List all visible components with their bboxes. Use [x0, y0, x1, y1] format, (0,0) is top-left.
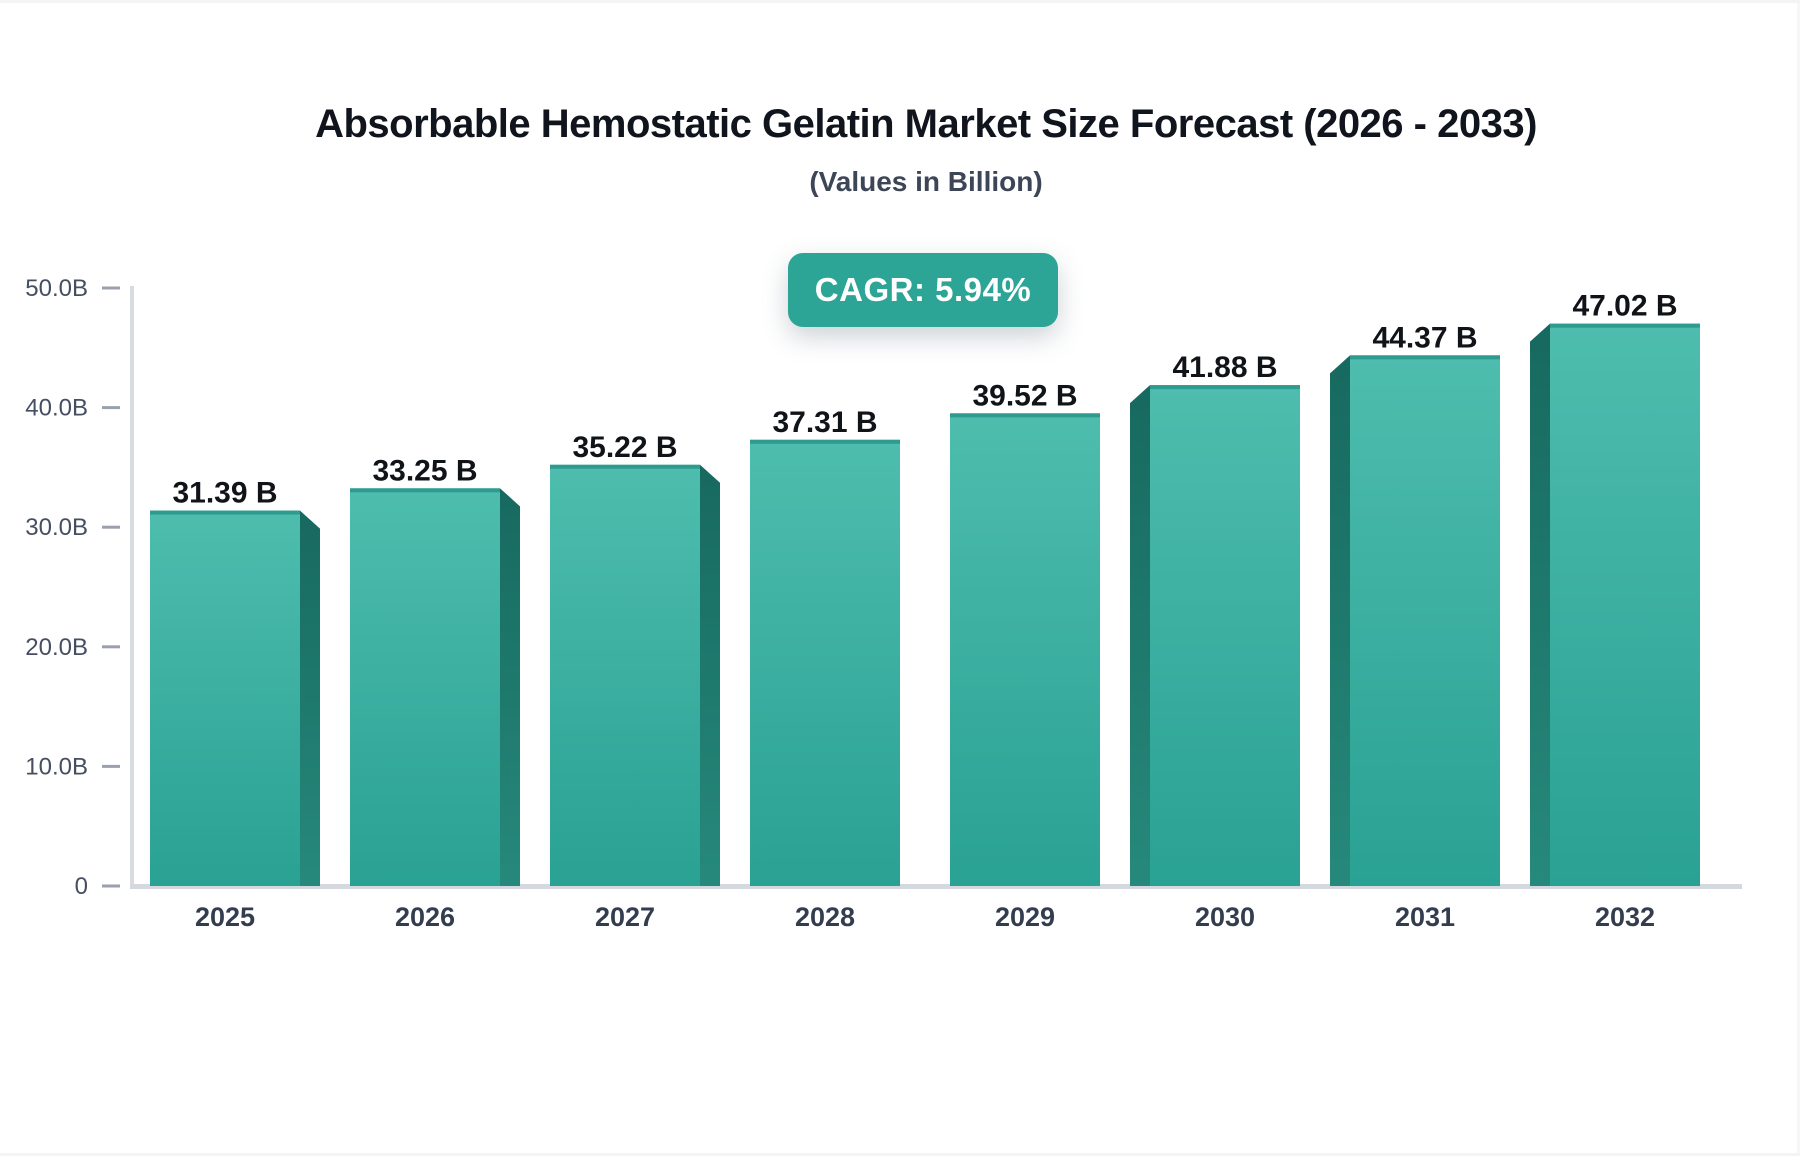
- y-axis-tick: [102, 884, 120, 888]
- bar-side-face: [300, 510, 320, 886]
- bar-value-label: 33.25 B: [372, 454, 477, 487]
- y-axis-tick: [102, 286, 120, 290]
- bar-group-2031: 44.37 B 2031: [1330, 321, 1500, 932]
- y-axis-label: 10.0B: [25, 753, 88, 780]
- bar: [1150, 385, 1300, 886]
- bar-group-2030: 41.88 B 2030: [1130, 351, 1300, 932]
- bar-value-label: 44.37 B: [1372, 321, 1477, 354]
- bar: [1550, 323, 1700, 886]
- bar-top-edge: [350, 488, 500, 493]
- y-axis-tick: [102, 525, 120, 529]
- bar: [150, 510, 300, 886]
- bar-group-2027: 35.22 B 2027: [550, 431, 720, 932]
- y-axis-line: [130, 286, 134, 889]
- bar-group-2032: 47.02 B 2032: [1530, 290, 1700, 932]
- bar-top-edge: [1150, 385, 1300, 390]
- bar-value-label: 37.31 B: [772, 406, 877, 439]
- bar-group-2028: 37.31 B 2028: [750, 406, 900, 932]
- bar-value-label: 47.02 B: [1572, 290, 1677, 323]
- x-axis-label: 2029: [995, 902, 1055, 932]
- x-axis-label: 2026: [395, 902, 455, 932]
- bar-top-edge: [750, 439, 900, 444]
- bar-top-edge: [1550, 323, 1700, 328]
- bar: [750, 439, 900, 886]
- y-axis-label: 20.0B: [25, 634, 88, 661]
- bar-side-face: [700, 464, 720, 886]
- chart-subtitle: (Values in Billion): [809, 166, 1043, 197]
- bar-side-face: [1330, 355, 1350, 886]
- bar: [550, 464, 700, 886]
- y-axis-label: 0: [75, 873, 88, 900]
- x-axis-label: 2027: [595, 902, 655, 932]
- x-axis-label: 2031: [1395, 902, 1455, 932]
- bar-side-face: [1530, 323, 1550, 886]
- y-axis-tick: [102, 764, 120, 768]
- bar-value-label: 35.22 B: [572, 431, 677, 464]
- bar-top-edge: [950, 413, 1100, 418]
- bar-group-2025: 31.39 B 2025: [150, 477, 320, 932]
- bar-value-label: 41.88 B: [1172, 351, 1277, 384]
- y-axis-label: 40.0B: [25, 395, 88, 422]
- bar-top-edge: [550, 464, 700, 469]
- x-axis-baseline: [130, 884, 1742, 889]
- bar-top-edge: [1350, 355, 1500, 360]
- bar: [350, 488, 500, 886]
- x-axis-label: 2030: [1195, 902, 1255, 932]
- cagr-badge-label: CAGR: 5.94%: [814, 271, 1032, 308]
- y-axis-label: 30.0B: [25, 514, 88, 541]
- y-axis-tick: [102, 406, 120, 410]
- cagr-badge: CAGR: 5.94%: [788, 253, 1058, 327]
- chart-title: Absorbable Hemostatic Gelatin Market Siz…: [315, 102, 1537, 146]
- bar-side-face: [500, 488, 520, 886]
- bar-side-face: [1130, 385, 1150, 886]
- x-axis-label: 2028: [795, 902, 855, 932]
- bar: [1350, 355, 1500, 886]
- bar-top-edge: [150, 510, 300, 515]
- bar-value-label: 39.52 B: [972, 379, 1077, 412]
- bar-value-label: 31.39 B: [172, 477, 277, 510]
- bar-group-2026: 33.25 B 2026: [350, 454, 520, 932]
- bar-group-2029: 39.52 B 2029: [950, 379, 1100, 932]
- x-axis-label: 2025: [195, 902, 255, 932]
- bar: [950, 413, 1100, 886]
- y-axis-tick: [102, 645, 120, 649]
- x-axis-label: 2032: [1595, 902, 1655, 932]
- y-axis-label: 50.0B: [25, 275, 88, 302]
